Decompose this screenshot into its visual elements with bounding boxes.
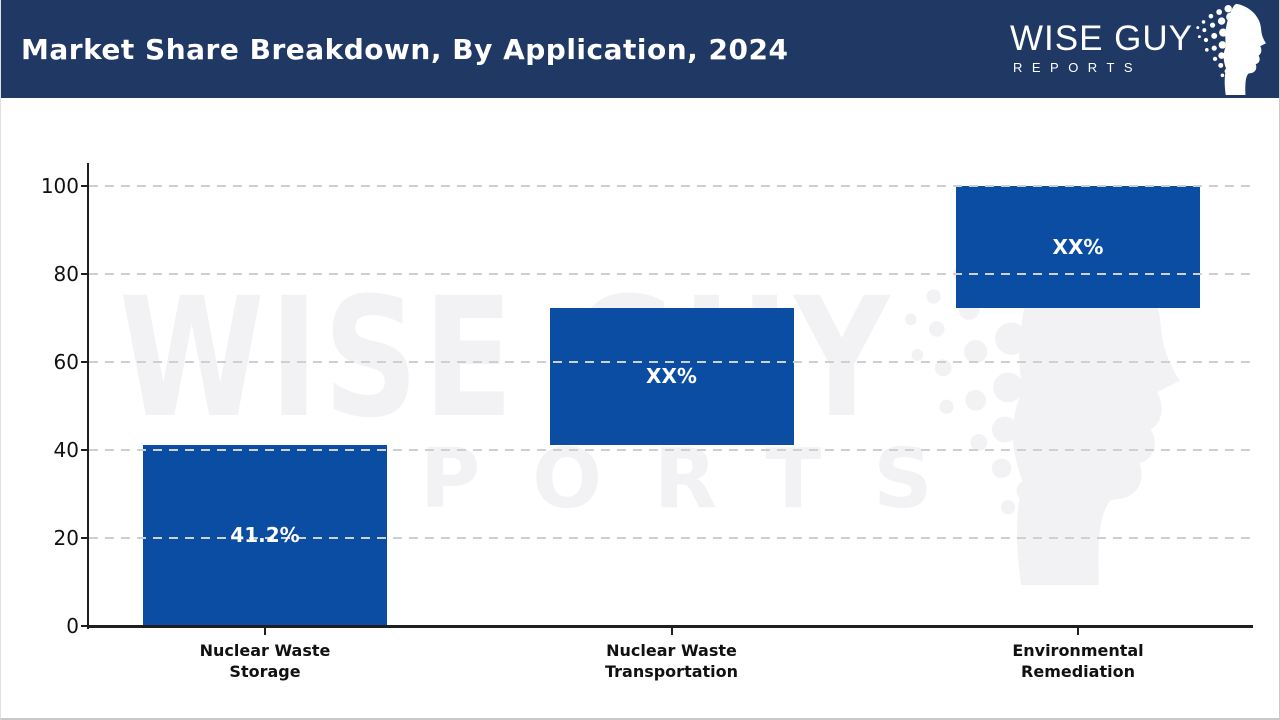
y-tick-mark-60 bbox=[81, 360, 89, 363]
y-tick-label-100: 100 bbox=[40, 173, 79, 198]
y-tick-label-40: 40 bbox=[53, 437, 79, 462]
bar-segment bbox=[956, 185, 1200, 308]
y-tick-label-80: 80 bbox=[53, 261, 79, 286]
y-tick-label-60: 60 bbox=[53, 349, 79, 374]
y-tick-mark-40 bbox=[81, 448, 89, 451]
y-tick-label-20: 20 bbox=[53, 525, 79, 550]
gridline-20 bbox=[89, 536, 1253, 539]
x-tick-mark bbox=[264, 626, 266, 635]
y-tick-mark-100 bbox=[81, 184, 89, 187]
bar-value-label: 41.2% bbox=[230, 523, 300, 548]
gridline-80 bbox=[89, 272, 1253, 275]
logo-wordmark-line1: WISE GUY bbox=[1009, 19, 1193, 58]
x-category-label: Nuclear Waste Transportation bbox=[604, 641, 739, 681]
x-category-label: Environmental Remediation bbox=[1012, 641, 1144, 681]
bar-value-label: XX% bbox=[1052, 234, 1104, 259]
logo-wordmark-line2: REPORTS bbox=[1012, 60, 1143, 75]
y-tick-mark-0 bbox=[81, 625, 89, 627]
header-bar: Market Share Breakdown, By Application, … bbox=[1, 0, 1279, 98]
wise-guy-logo: WISE GUY REPORTS bbox=[1010, 3, 1271, 95]
bar-segment bbox=[143, 444, 387, 626]
y-axis-spine bbox=[87, 163, 89, 629]
logo-wordmark: WISE GUY REPORTS bbox=[1010, 21, 1193, 75]
y-tick-label-0: 0 bbox=[66, 614, 79, 638]
gridline-100 bbox=[89, 184, 1253, 187]
x-tick-mark bbox=[670, 626, 673, 635]
bar-segment bbox=[549, 307, 794, 445]
x-category-label: Nuclear Waste Storage bbox=[199, 641, 331, 681]
bar-value-label: XX% bbox=[646, 364, 697, 389]
y-tick-mark-80 bbox=[81, 272, 89, 275]
y-tick-mark-20 bbox=[81, 536, 89, 539]
chart-title: Market Share Breakdown, By Application, … bbox=[21, 32, 789, 66]
x-tick-mark bbox=[1077, 626, 1079, 635]
gridline-40 bbox=[89, 448, 1253, 451]
x-axis-spine bbox=[87, 625, 1253, 628]
gridline-60 bbox=[89, 360, 1253, 363]
